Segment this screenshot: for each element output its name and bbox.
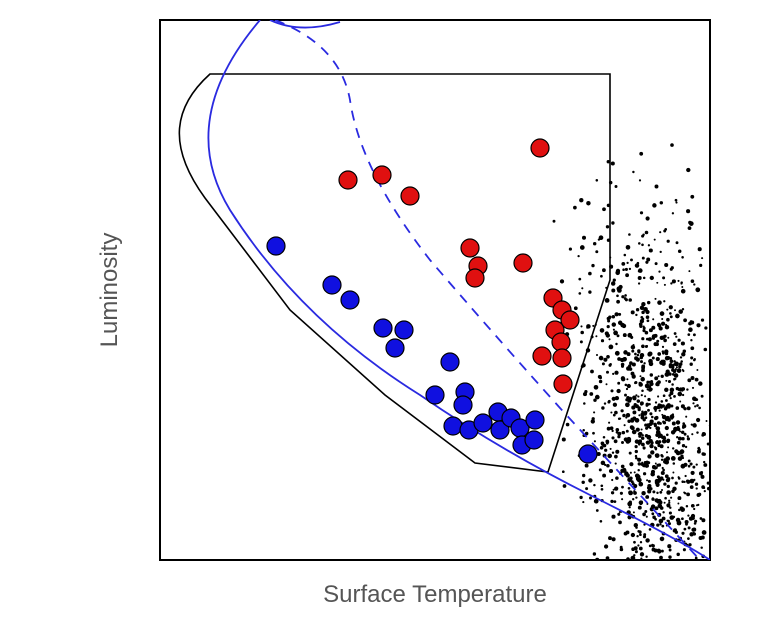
top-iso-arc (270, 20, 340, 28)
x-axis-label: Surface Temperature (323, 581, 547, 609)
y-axis-label: Luminosity (96, 233, 124, 348)
instability-region (179, 74, 610, 472)
isochrone-solid (208, 20, 710, 560)
red-series (339, 139, 579, 393)
field-stars (552, 143, 777, 619)
hr-diagram: Luminosity Surface Temperature (0, 0, 777, 619)
